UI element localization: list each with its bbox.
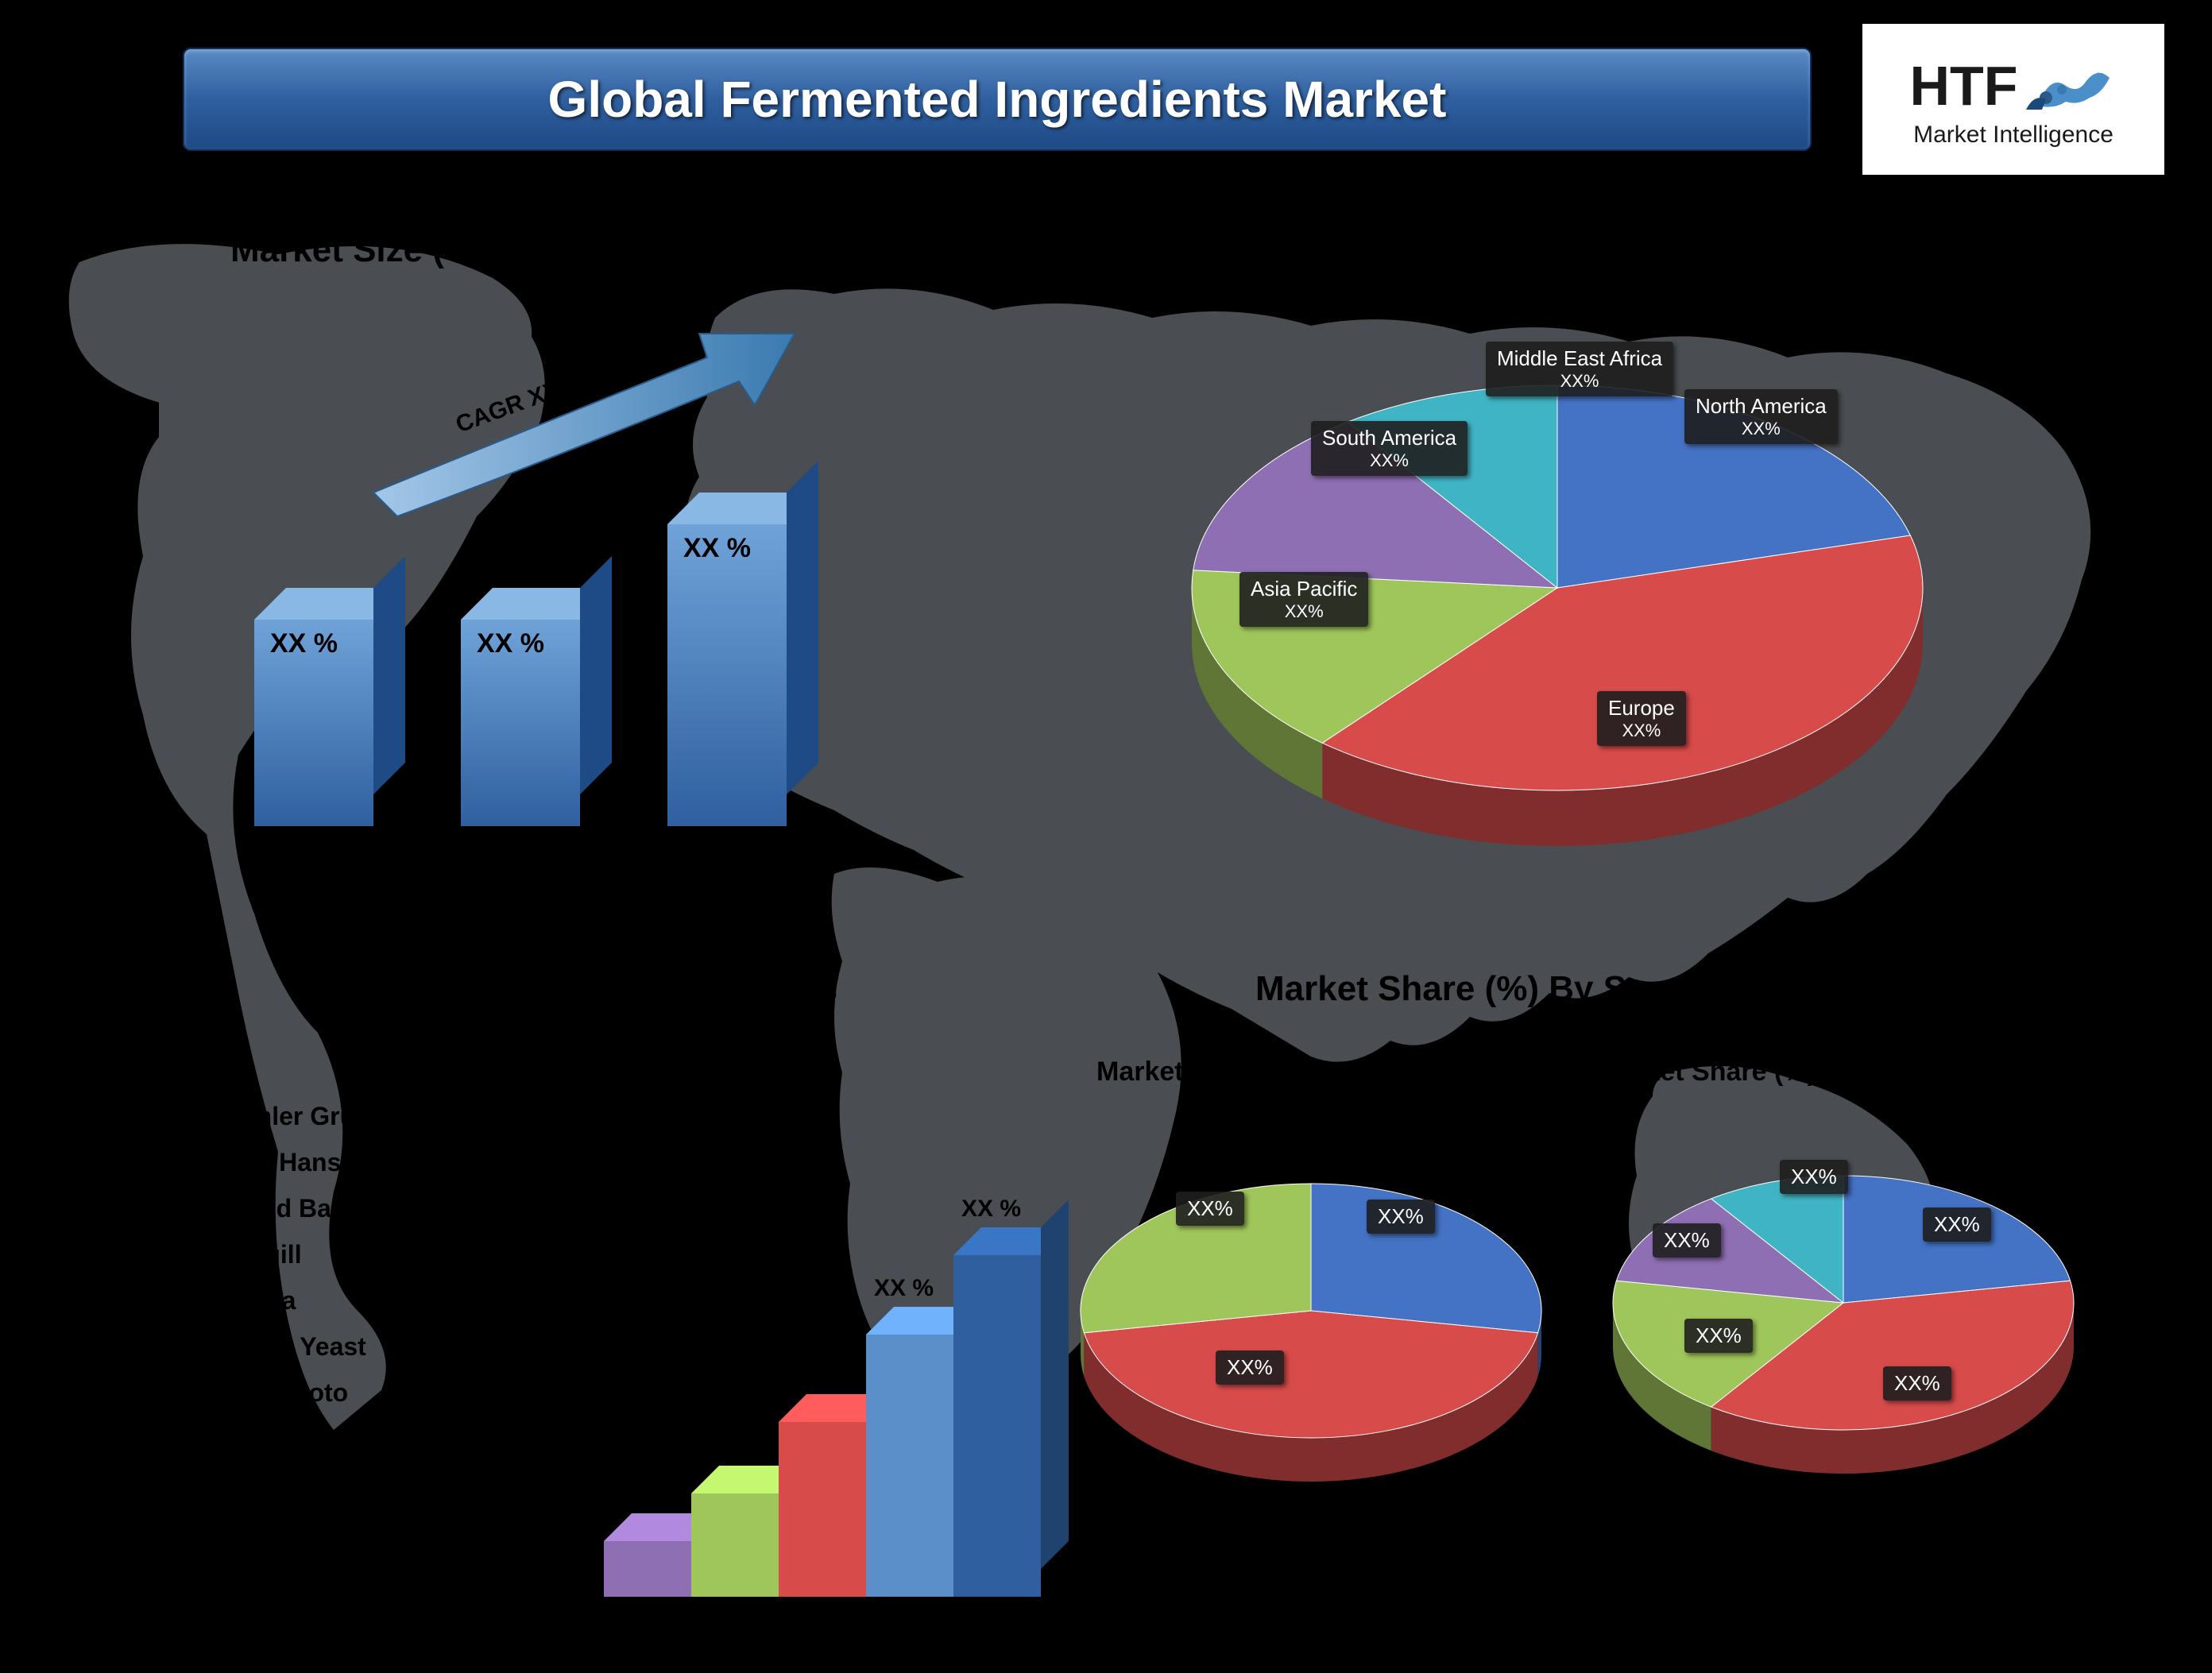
- bar-label-2: XX %: [683, 533, 751, 564]
- axis-historic: Historic: [266, 850, 355, 877]
- player-label: Lallemand: [222, 1470, 429, 1500]
- slice-label: XX%: [1216, 1350, 1284, 1385]
- arrow-icon: [429, 1207, 556, 1210]
- slice-label: XX%: [1923, 1207, 1991, 1242]
- cagr-arrow: [350, 294, 826, 532]
- slice-label: XX%: [1883, 1366, 1951, 1401]
- slice-label: XX%: [1367, 1200, 1435, 1234]
- logo-subtitle: Market Intelligence: [1913, 122, 2113, 149]
- arrow-icon: [429, 1300, 564, 1302]
- player-label: Chr. Hansen: [222, 1148, 429, 1177]
- slice-label: XX%: [1780, 1160, 1848, 1194]
- slice-label: EuropeXX%: [1597, 691, 1686, 746]
- slice-label: Asia PacificXX%: [1239, 572, 1368, 627]
- player-row: BASF: [222, 1503, 584, 1559]
- section-title-region: Market Share (%) by Region: [1239, 230, 1702, 270]
- arrow-icon: [429, 1484, 580, 1486]
- player-label: BASF: [222, 1517, 429, 1546]
- player-bar-label: XX %: [787, 1362, 846, 1389]
- player-label: Dow: [222, 1424, 429, 1454]
- section-title-segments: Market Share (%) By Segments: [1255, 969, 1770, 1009]
- section-title-players: Market Share (%) By Players: [365, 969, 837, 1009]
- arrow-icon: [429, 1438, 576, 1440]
- player-bar-label: XX %: [961, 1196, 1021, 1223]
- player-label: Angel Yeast: [222, 1332, 429, 1362]
- page-title: Global Fermented Ingredients Market: [548, 70, 1447, 129]
- arrow-icon: [429, 1530, 584, 1532]
- arrow-icon: [429, 1392, 572, 1394]
- logo-text: HTF: [1909, 54, 2017, 118]
- player-bar-label: XX %: [874, 1275, 934, 1302]
- player-label: Allied Bakeries: [222, 1194, 429, 1223]
- slice-label: XX%: [1176, 1192, 1244, 1226]
- page-title-bar: Global Fermented Ingredients Market: [183, 48, 1812, 151]
- arrow-icon: [429, 1115, 548, 1118]
- bar-label-0: XX %: [270, 628, 338, 659]
- arrow-icon: [429, 1254, 560, 1256]
- player-label: Dohler Gruppen: [222, 1102, 429, 1131]
- bar-label-1: XX %: [477, 628, 544, 659]
- sub-title-types: Market Share (%) By Types: [1096, 1057, 1441, 1088]
- player-label: Ajinomoto: [222, 1378, 429, 1408]
- slice-label: XX%: [1684, 1319, 1753, 1353]
- player-bar-label: XX %: [699, 1434, 759, 1461]
- slice-label: XX%: [1653, 1223, 1721, 1258]
- slice-label: Middle East AfricaXX%: [1486, 342, 1673, 396]
- sub-title-application: Market Share (%) by Application: [1597, 1057, 2009, 1088]
- logo-icon: [2022, 50, 2117, 122]
- arrow-icon: [429, 1346, 568, 1348]
- logo: HTF Market Intelligence: [1862, 24, 2164, 175]
- player-bar-label: XX %: [612, 1482, 671, 1509]
- slice-label: North AmericaXX%: [1684, 389, 1838, 444]
- players-chart: Dohler Gruppen Chr. Hansen Allied Bakeries…: [222, 1088, 1033, 1644]
- section-title-market-size: Market Size (USD Million) & CAGR (%): [230, 230, 862, 270]
- player-label: Cargill: [222, 1240, 429, 1269]
- bar-2: [667, 524, 787, 826]
- player-label: Lonza: [222, 1286, 429, 1316]
- arrow-icon: [429, 1161, 552, 1164]
- slice-label: South AmericaXX%: [1311, 421, 1468, 476]
